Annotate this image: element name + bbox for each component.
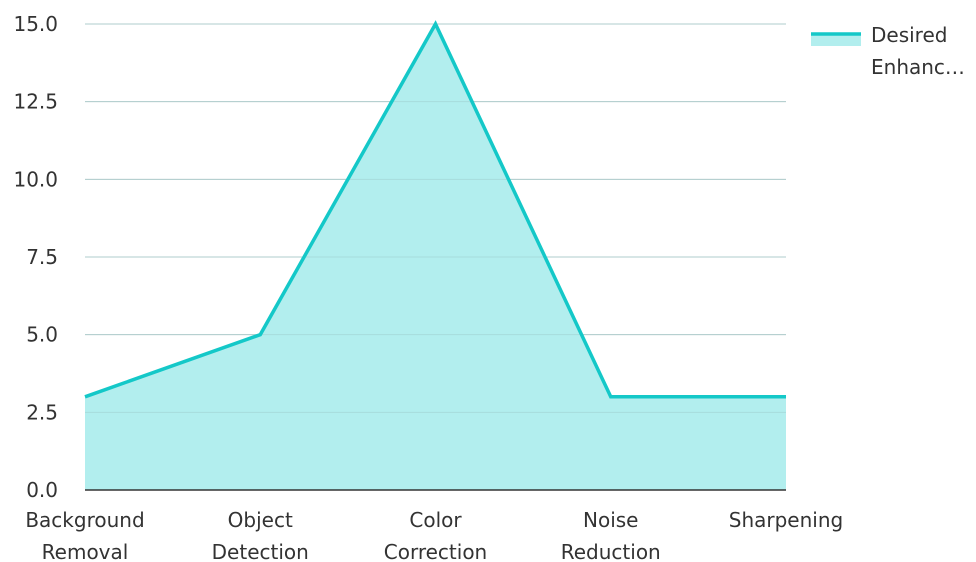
x-tick-label: Sharpening <box>729 508 843 532</box>
y-tick-label: 7.5 <box>26 245 58 269</box>
x-tick-label: Object Detection <box>212 508 309 562</box>
y-tick-label: 12.5 <box>13 90 58 114</box>
y-tick-label: 15.0 <box>13 12 58 36</box>
legend-swatch <box>811 34 861 46</box>
series-area <box>85 24 786 490</box>
y-tick-label: 0.0 <box>26 478 58 502</box>
x-tick-labels: Background Removal Object Detection Color Cor… <box>25 508 843 562</box>
legend: Desired Enhanc… <box>811 23 965 79</box>
y-tick-label: 2.5 <box>26 400 58 424</box>
y-tick-label: 10.0 <box>13 167 58 191</box>
x-tick-label: Color Correction <box>384 508 487 562</box>
legend-label: Desired Enhanc… <box>871 23 965 79</box>
y-tick-labels: 0.0 2.5 5.0 7.5 10.0 12.5 15.0 <box>13 12 58 502</box>
x-tick-label: Noise Reduction <box>561 508 661 562</box>
y-tick-label: 5.0 <box>26 323 58 347</box>
x-tick-label: Background Removal <box>25 508 144 562</box>
